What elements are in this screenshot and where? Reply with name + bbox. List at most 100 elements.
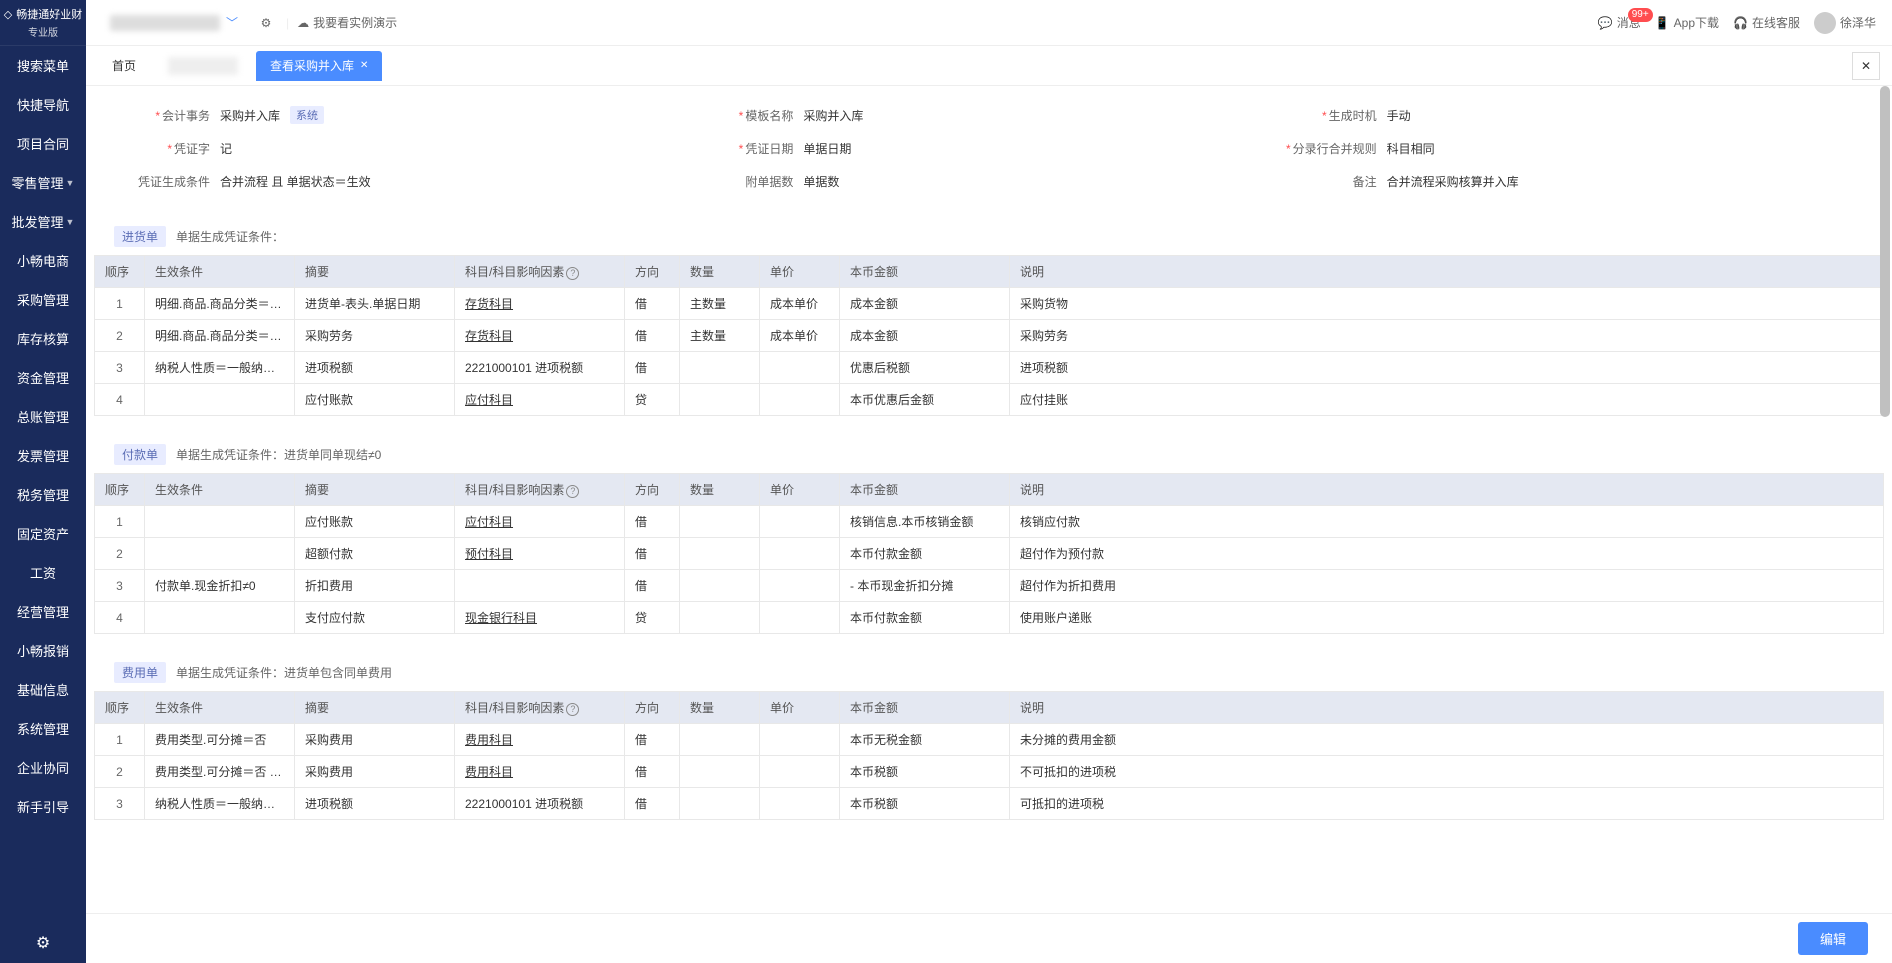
table-row: 4应付账款应付科目贷本币优惠后金额应付挂账 — [95, 384, 1884, 416]
tab-home[interactable]: 首页 — [98, 51, 150, 81]
table-cell — [760, 384, 840, 416]
table-row: 3纳税人性质＝一般纳税人 且 (进项税额2221000101 进项税额借本币税额… — [95, 788, 1884, 820]
service-button[interactable]: 🎧 在线客服 — [1733, 14, 1800, 31]
page-footer: 编辑 — [86, 913, 1892, 963]
table-cell: 本币付款金额 — [840, 538, 1010, 570]
sidebar-item-label: 库存核算 — [17, 329, 69, 348]
subject-link[interactable]: 费用科目 — [465, 733, 513, 747]
user-menu[interactable]: 徐泽华 — [1814, 12, 1876, 34]
sidebar-item-11[interactable]: 税务管理 — [0, 475, 86, 514]
sidebar-item-4[interactable]: 批发管理▼ — [0, 202, 86, 241]
table-cell: 采购费用 — [295, 724, 455, 756]
table-row: 4支付应付款现金银行科目贷本币付款金额使用账户递账 — [95, 602, 1884, 634]
demo-link[interactable]: ☁ 我要看实例演示 — [297, 14, 397, 31]
sidebar-item-18[interactable]: 企业协同 — [0, 748, 86, 787]
sidebar-item-label: 采购管理 — [17, 290, 69, 309]
sidebar-item-label: 发票管理 — [17, 446, 69, 465]
org-selector[interactable]: ﹀ — [102, 14, 246, 31]
sidebar-item-9[interactable]: 总账管理 — [0, 397, 86, 436]
sidebar-item-13[interactable]: 工资 — [0, 553, 86, 592]
brand-name: 畅捷通好业财 — [16, 6, 82, 22]
sidebar-item-7[interactable]: 库存核算 — [0, 319, 86, 358]
section-tag: 付款单 — [114, 444, 166, 465]
table-row: 1应付账款应付科目借核销信息.本币核销金额核销应付款 — [95, 506, 1884, 538]
column-header: 单价 — [760, 692, 840, 724]
settings-icon[interactable]: ⚙ — [0, 923, 86, 963]
table-cell: 成本金额 — [840, 320, 1010, 352]
info-icon: ? — [566, 485, 579, 498]
subject-link[interactable]: 应付科目 — [465, 393, 513, 407]
logo-icon: ◇ — [4, 8, 12, 21]
table-cell: 费用科目 — [455, 756, 625, 788]
column-header: 本币金额 — [840, 256, 1010, 288]
tab-active[interactable]: 查看采购并入库 ✕ — [256, 51, 382, 81]
sidebar-item-6[interactable]: 采购管理 — [0, 280, 86, 319]
table-cell — [760, 788, 840, 820]
subject-link[interactable]: 预付科目 — [465, 547, 513, 561]
scrollbar-thumb[interactable] — [1880, 86, 1890, 417]
sidebar-item-5[interactable]: 小畅电商 — [0, 241, 86, 280]
table-cell — [145, 602, 295, 634]
tab-close-icon[interactable]: ✕ — [360, 60, 368, 71]
subject-link[interactable]: 存货科目 — [465, 297, 513, 311]
table-cell: 采购货物 — [1010, 288, 1884, 320]
table-row: 3纳税人性质＝一般纳税人 且 发进项税额2221000101 进项税额借优惠后税… — [95, 352, 1884, 384]
table-cell: 1 — [95, 506, 145, 538]
sidebar-item-label: 小畅报销 — [17, 641, 69, 660]
sidebar-item-14[interactable]: 经营管理 — [0, 592, 86, 631]
column-header: 方向 — [625, 474, 680, 506]
sidebar-item-2[interactable]: 项目合同 — [0, 124, 86, 163]
sidebar-item-8[interactable]: 资金管理 — [0, 358, 86, 397]
table-cell — [680, 724, 760, 756]
phone-icon: 📱 — [1655, 16, 1670, 30]
edit-button[interactable]: 编辑 — [1798, 922, 1868, 955]
sidebar-item-19[interactable]: 新手引导 — [0, 787, 86, 826]
sidebar-item-label: 资金管理 — [17, 368, 69, 387]
table-cell: 1 — [95, 288, 145, 320]
sidebar-item-16[interactable]: 基础信息 — [0, 670, 86, 709]
merge-value: 科目相同 — [1387, 140, 1435, 157]
table-row: 1费用类型.可分摊＝否采购费用费用科目借本币无税金额未分摊的费用金额 — [95, 724, 1884, 756]
column-header: 生效条件 — [145, 692, 295, 724]
sidebar-item-12[interactable]: 固定资产 — [0, 514, 86, 553]
section-tag: 费用单 — [114, 662, 166, 683]
sidebar-item-17[interactable]: 系统管理 — [0, 709, 86, 748]
table-row: 2明细.商品.商品分类＝劳务采购劳务存货科目借主数量成本单价成本金额采购劳务 — [95, 320, 1884, 352]
sidebar-item-label: 新手引导 — [17, 797, 69, 816]
sidebar-item-3[interactable]: 零售管理▼ — [0, 163, 86, 202]
sidebar-item-label: 系统管理 — [17, 719, 69, 738]
sidebar-item-label: 企业协同 — [17, 758, 69, 777]
message-button[interactable]: 💬 消息 99+ — [1598, 14, 1641, 31]
settings-gear-icon[interactable]: ⚙ — [254, 11, 278, 35]
service-label: 在线客服 — [1752, 14, 1800, 31]
tab-blurred-label — [168, 57, 238, 75]
table-cell — [455, 570, 625, 602]
table-cell: 2 — [95, 756, 145, 788]
tab-active-label: 查看采购并入库 — [270, 57, 354, 74]
download-button[interactable]: 📱 App下载 — [1655, 14, 1719, 31]
table-cell: 纳税人性质＝一般纳税人 且 ( — [145, 788, 295, 820]
table-cell — [680, 506, 760, 538]
sidebar-item-1[interactable]: 快捷导航 — [0, 85, 86, 124]
sidebar-item-10[interactable]: 发票管理 — [0, 436, 86, 475]
section-tag: 进货单 — [114, 226, 166, 247]
date-label: 凭证日期 — [697, 140, 793, 157]
vertical-scrollbar[interactable] — [1880, 86, 1890, 913]
column-header: 顺序 — [95, 474, 145, 506]
sidebar-item-15[interactable]: 小畅报销 — [0, 631, 86, 670]
close-all-tabs-button[interactable]: ✕ — [1852, 52, 1880, 80]
subject-link[interactable]: 费用科目 — [465, 765, 513, 779]
sidebar-item-label: 小畅电商 — [17, 251, 69, 270]
table-cell: 本币税额 — [840, 756, 1010, 788]
table-cell: 本币付款金额 — [840, 602, 1010, 634]
sidebar-item-label: 工资 — [30, 563, 56, 582]
remark-value: 合并流程采购核算并入库 — [1387, 173, 1519, 190]
column-header: 科目/科目影响因素? — [455, 256, 625, 288]
subject-link[interactable]: 应付科目 — [465, 515, 513, 529]
sidebar-item-0[interactable]: 搜索菜单 — [0, 46, 86, 85]
subject-link[interactable]: 存货科目 — [465, 329, 513, 343]
table-cell: 主数量 — [680, 320, 760, 352]
subject-link[interactable]: 现金银行科目 — [465, 611, 537, 625]
tab-blurred[interactable] — [154, 51, 252, 81]
brand-logo: ◇ 畅捷通好业财 专业版 — [0, 0, 86, 46]
